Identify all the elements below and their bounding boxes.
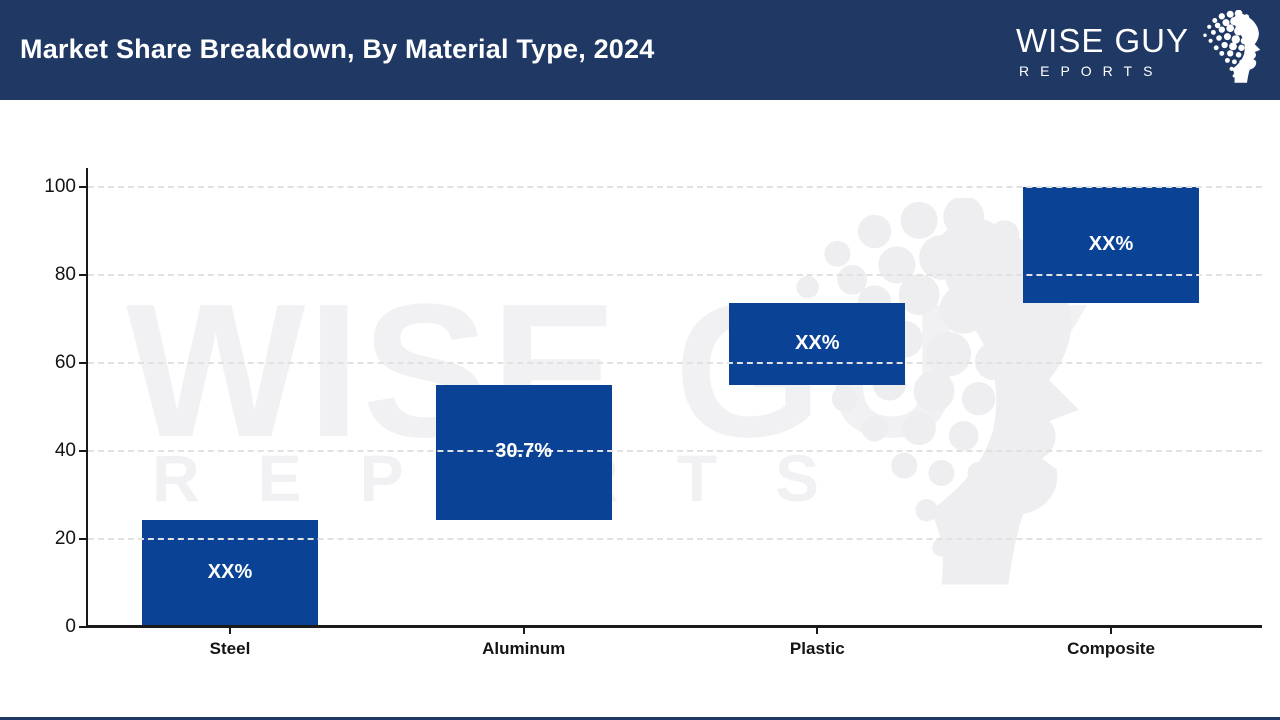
- x-tick-steel: [229, 627, 231, 634]
- wise-guy-face-icon: [1198, 10, 1268, 94]
- x-axis-label-steel: Steel: [209, 639, 251, 658]
- x-axis-label-composite: Composite: [1067, 639, 1155, 658]
- gridline-100: [88, 186, 1262, 188]
- x-axis-label-plastic: Plastic: [789, 639, 845, 658]
- x-tick-plastic: [816, 627, 819, 634]
- bar-aluminum: [435, 384, 612, 520]
- y-axis-label-0: 0: [65, 616, 76, 637]
- gridline-80: [88, 274, 1262, 276]
- bar-steel: [142, 519, 318, 627]
- y-axis-label-100: 100: [44, 176, 76, 197]
- y-axis-label-80: 80: [54, 264, 76, 285]
- wise-guy-logo: WISE GUY REPORTS: [1016, 6, 1268, 96]
- bar-composite: [1023, 187, 1199, 304]
- y-tick-100: [79, 186, 87, 188]
- x-tick-composite: [1110, 627, 1112, 634]
- x-tick-aluminum: [522, 627, 525, 634]
- x-axis-label-aluminum: Aluminum: [482, 639, 566, 658]
- y-tick-20: [79, 538, 87, 540]
- logo-reports-text: REPORTS: [1019, 63, 1164, 79]
- bar-value-label-aluminum: 30.7%: [495, 440, 553, 463]
- bar-value-label-plastic: XX%: [795, 331, 840, 354]
- x-axis-line: [86, 625, 1262, 628]
- bottom-border: [0, 717, 1280, 720]
- gridline-60: [88, 362, 1262, 364]
- y-tick-0: [79, 626, 87, 628]
- header-bar: Market Share Breakdown, By Material Type…: [0, 0, 1280, 100]
- gridline-20: [88, 538, 1262, 540]
- bar-value-label-steel: XX%: [207, 561, 253, 584]
- y-tick-60: [79, 362, 87, 364]
- bar-value-label-composite: XX%: [1088, 233, 1134, 256]
- y-axis-label-60: 60: [54, 352, 76, 373]
- y-axis-line: [86, 168, 88, 627]
- y-tick-80: [79, 274, 87, 276]
- logo-wise-guy-text: WISE GUY: [1016, 22, 1190, 59]
- y-axis-label-20: 20: [54, 528, 76, 549]
- page-title: Market Share Breakdown, By Material Type…: [20, 34, 655, 64]
- y-axis-label-40: 40: [54, 440, 76, 461]
- gridline-40: [88, 450, 1262, 452]
- y-tick-40: [79, 450, 87, 452]
- bar-plastic: [729, 303, 906, 385]
